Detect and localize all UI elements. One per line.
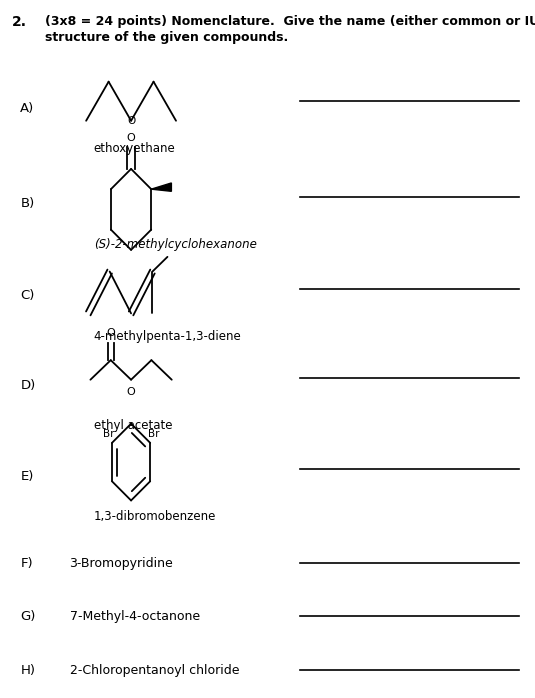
Text: G): G) bbox=[20, 610, 36, 623]
Polygon shape bbox=[151, 183, 171, 191]
Text: 1,3-dibromobenzene: 1,3-dibromobenzene bbox=[94, 510, 216, 523]
Text: O: O bbox=[127, 116, 135, 126]
Text: O: O bbox=[127, 387, 135, 396]
Text: 3-Bromopyridine: 3-Bromopyridine bbox=[70, 557, 173, 570]
Text: F): F) bbox=[20, 557, 33, 570]
Text: E): E) bbox=[20, 470, 34, 482]
Text: B): B) bbox=[20, 198, 35, 210]
Text: 7-Methyl-4-octanone: 7-Methyl-4-octanone bbox=[70, 610, 200, 623]
Text: O: O bbox=[106, 328, 115, 339]
Text: 2-Chloropentanoyl chloride: 2-Chloropentanoyl chloride bbox=[70, 664, 239, 676]
Text: Br: Br bbox=[103, 429, 114, 438]
Text: H): H) bbox=[20, 664, 35, 676]
Text: structure of the given compounds.: structure of the given compounds. bbox=[45, 31, 289, 45]
Text: A): A) bbox=[20, 102, 35, 114]
Text: (3x8 = 24 points) Nomenclature.  Give the name (either common or IUPAC systemati: (3x8 = 24 points) Nomenclature. Give the… bbox=[45, 15, 535, 29]
Text: O: O bbox=[127, 133, 135, 143]
Text: D): D) bbox=[20, 379, 36, 392]
Text: ethyl acetate: ethyl acetate bbox=[94, 419, 172, 432]
Text: 2.: 2. bbox=[12, 15, 27, 29]
Text: C): C) bbox=[20, 290, 35, 302]
Text: 4-methylpenta-1,3-diene: 4-methylpenta-1,3-diene bbox=[94, 330, 241, 343]
Text: ethoxyethane: ethoxyethane bbox=[94, 142, 175, 155]
Text: Br: Br bbox=[148, 429, 159, 438]
Text: (S)-2-methylcyclohexanone: (S)-2-methylcyclohexanone bbox=[94, 238, 256, 251]
